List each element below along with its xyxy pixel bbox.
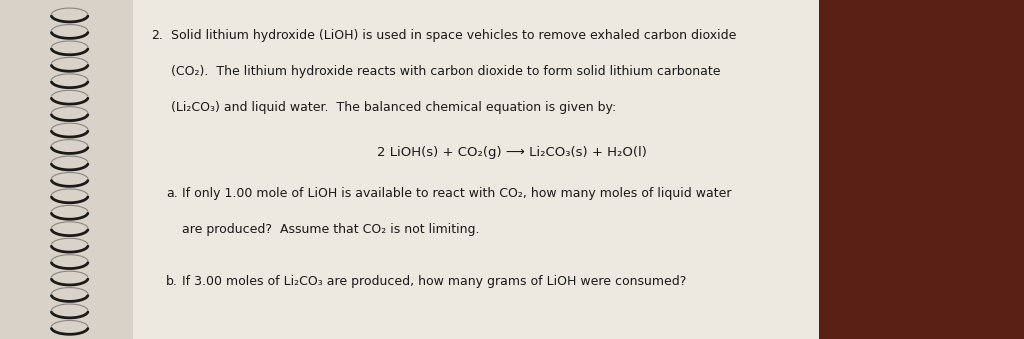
Text: (CO₂).  The lithium hydroxide reacts with carbon dioxide to form solid lithium c: (CO₂). The lithium hydroxide reacts with… <box>171 65 721 78</box>
FancyBboxPatch shape <box>819 0 1024 339</box>
Text: a.: a. <box>166 187 177 200</box>
Text: If 3.00 moles of Li₂CO₃ are produced, how many grams of LiOH were consumed?: If 3.00 moles of Li₂CO₃ are produced, ho… <box>182 275 687 288</box>
Text: 2 LiOH(s) + CO₂(g) ⟶ Li₂CO₃(s) + H₂O(l): 2 LiOH(s) + CO₂(g) ⟶ Li₂CO₃(s) + H₂O(l) <box>377 146 647 159</box>
Text: If only 1.00 mole of LiOH is available to react with CO₂, how many moles of liqu: If only 1.00 mole of LiOH is available t… <box>182 187 732 200</box>
Text: Solid lithium hydroxide (LiOH) is used in space vehicles to remove exhaled carbo: Solid lithium hydroxide (LiOH) is used i… <box>171 29 736 42</box>
Text: (Li₂CO₃) and liquid water.  The balanced chemical equation is given by:: (Li₂CO₃) and liquid water. The balanced … <box>171 101 616 114</box>
FancyBboxPatch shape <box>133 0 819 339</box>
Text: are produced?  Assume that CO₂ is not limiting.: are produced? Assume that CO₂ is not lim… <box>182 223 480 236</box>
Text: 2.: 2. <box>152 29 164 42</box>
Text: b.: b. <box>166 275 178 288</box>
